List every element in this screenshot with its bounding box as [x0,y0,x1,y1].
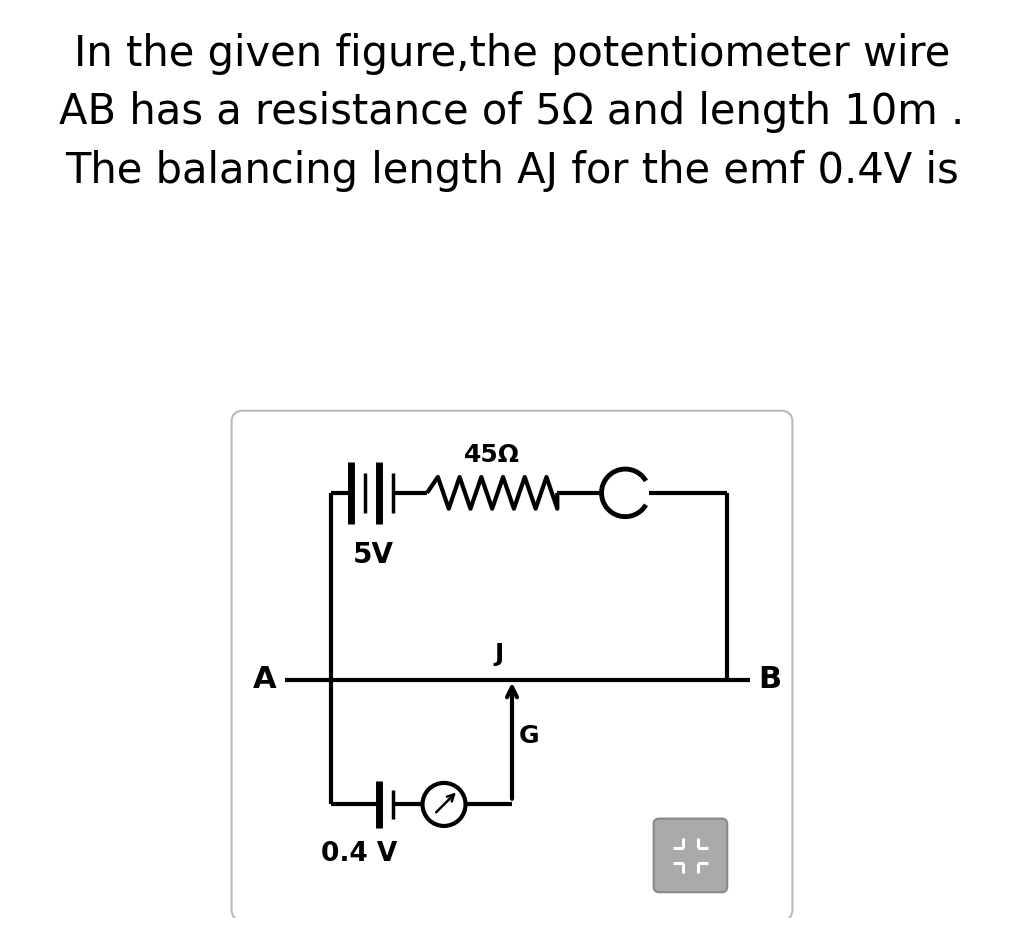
Text: 0.4 V: 0.4 V [321,842,397,868]
FancyBboxPatch shape [653,819,727,892]
Text: B: B [759,666,781,694]
Text: 45Ω: 45Ω [464,443,520,467]
Text: In the given figure,the potentiometer wire
AB has a resistance of 5Ω and length : In the given figure,the potentiometer wi… [59,32,965,192]
Text: J: J [495,641,504,666]
Text: G: G [519,724,540,748]
Text: A: A [253,666,276,694]
Text: 5V: 5V [352,541,393,569]
FancyBboxPatch shape [231,411,793,921]
